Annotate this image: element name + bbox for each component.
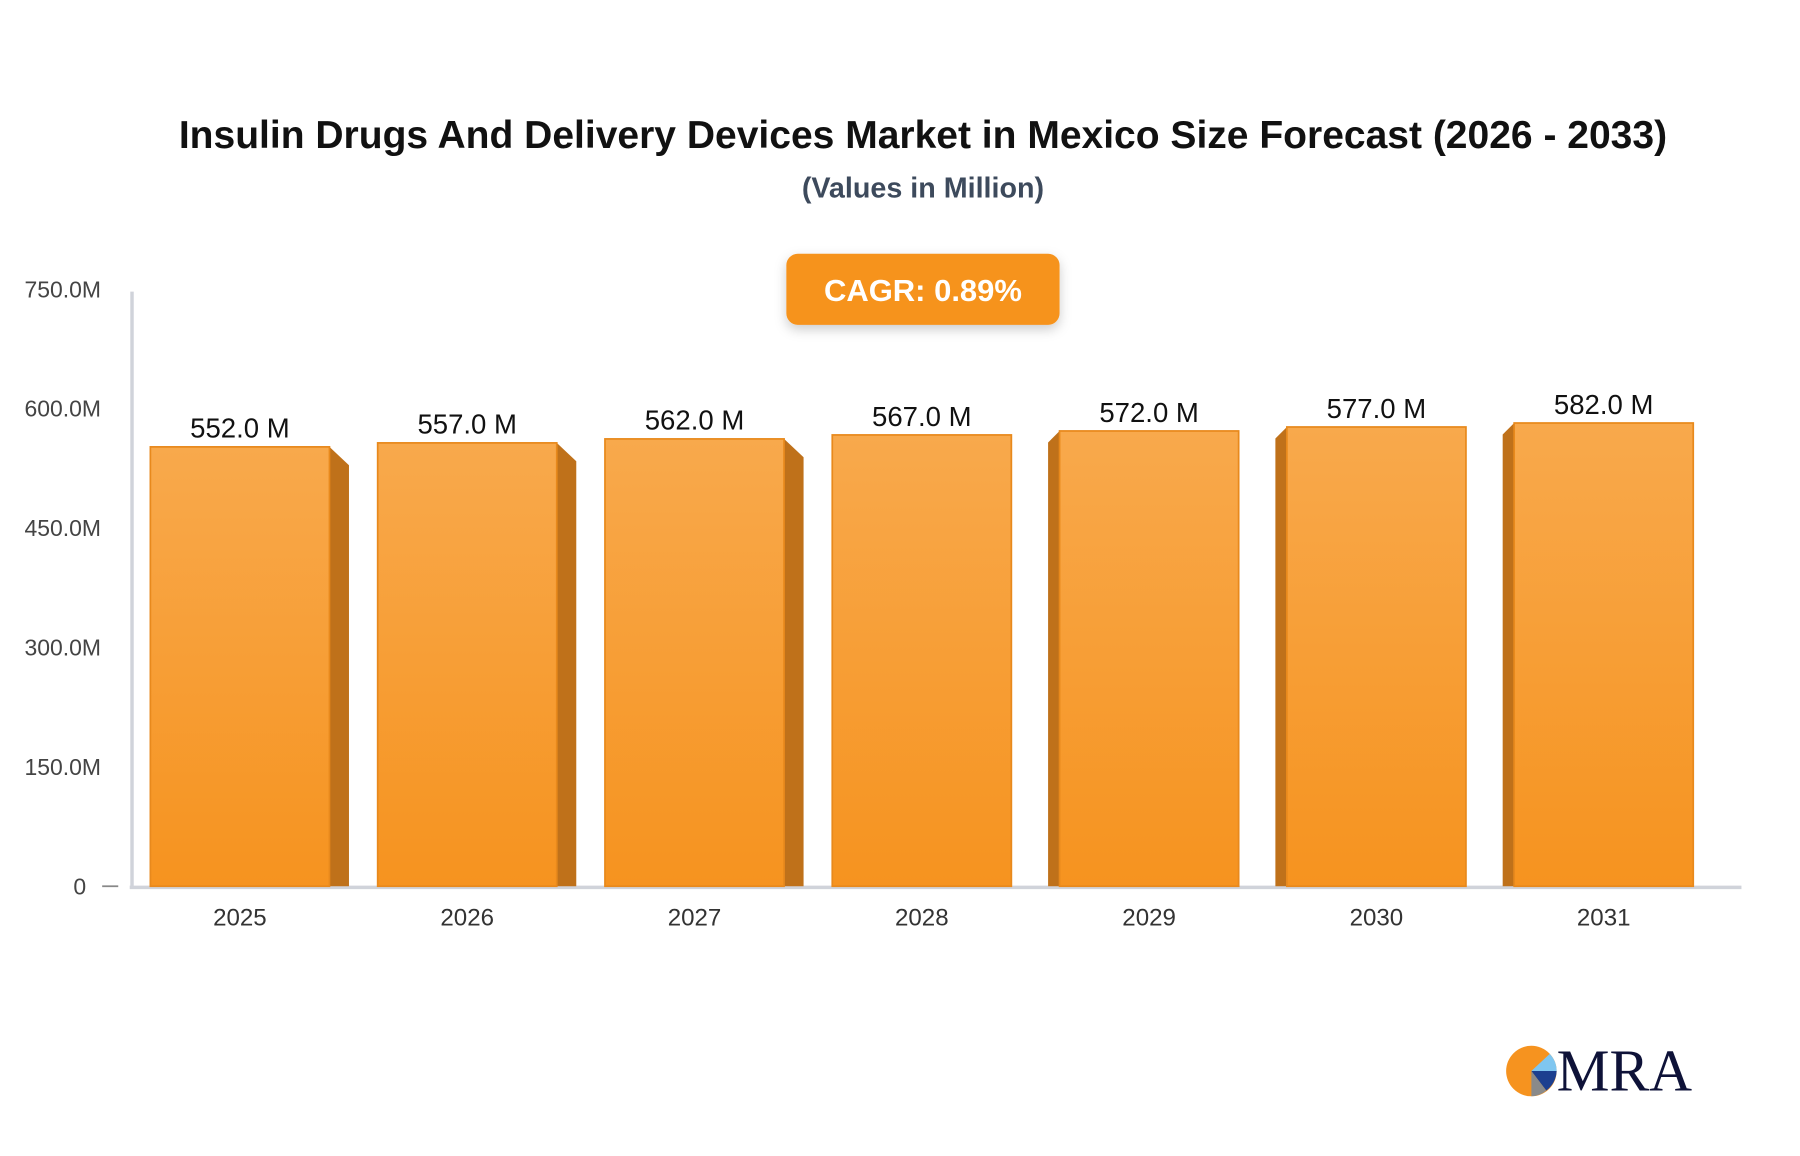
data-label: 577.0 M xyxy=(1327,393,1427,424)
x-tick-label: 2029 xyxy=(1122,904,1176,931)
bar-side-face xyxy=(556,442,577,887)
bar-2025: 552.0 M 2025 xyxy=(149,413,349,931)
data-label: 567.0 M xyxy=(872,401,972,432)
data-label: 582.0 M xyxy=(1554,389,1654,420)
y-tick-label: 150.0M xyxy=(25,754,102,780)
y-tick-label: 0 xyxy=(73,873,86,899)
data-label: 557.0 M xyxy=(417,409,517,440)
data-label: 552.0 M xyxy=(190,413,290,444)
cagr-label: CAGR: 0.89% xyxy=(824,273,1022,308)
bar-2027: 562.0 M 2027 xyxy=(604,405,804,931)
bar-front-face xyxy=(1286,426,1467,888)
bar-2029: 572.0 M 2029 xyxy=(1048,397,1240,931)
bar-front-face xyxy=(1513,422,1695,888)
bar-front-face xyxy=(149,446,331,888)
bar-side-face xyxy=(784,438,804,887)
bar-side-face xyxy=(1502,423,1515,887)
chart-subtitle: (Values in Million) xyxy=(802,172,1044,204)
mra-logo: MRA xyxy=(1506,1038,1692,1104)
y-tick-label: 300.0M xyxy=(25,634,102,660)
bar-2031: 582.0 M 2031 xyxy=(1502,389,1695,931)
x-tick-label: 2031 xyxy=(1577,904,1631,931)
bar-side-face xyxy=(1275,426,1287,887)
bar-2030: 577.0 M 2030 xyxy=(1275,393,1467,931)
bar-front-face xyxy=(1058,430,1240,888)
x-tick-label: 2030 xyxy=(1350,904,1404,931)
bar-front-face xyxy=(604,438,785,888)
y-tick-label: 600.0M xyxy=(25,396,102,422)
x-tick-label: 2025 xyxy=(213,904,267,931)
logo-text: MRA xyxy=(1557,1038,1692,1104)
bar-2028: 567.0 M 2028 xyxy=(831,401,1013,931)
data-label: 572.0 M xyxy=(1099,397,1199,428)
x-tick-label: 2027 xyxy=(668,904,722,931)
cagr-badge: CAGR: 0.89% xyxy=(786,253,1060,325)
bar-side-face xyxy=(329,446,349,887)
bar-side-face xyxy=(1048,430,1060,887)
data-label: 562.0 M xyxy=(645,405,745,436)
x-tick-label: 2026 xyxy=(440,904,494,931)
bar-front-face xyxy=(831,434,1013,888)
x-tick-label: 2028 xyxy=(895,904,949,931)
y-tick-label: 450.0M xyxy=(25,515,102,541)
bar-2026: 557.0 M 2026 xyxy=(376,409,577,931)
y-tick-label: 750.0M xyxy=(25,276,102,302)
chart-title: Insulin Drugs And Delivery Devices Marke… xyxy=(179,114,1667,157)
bar-front-face xyxy=(376,442,558,888)
